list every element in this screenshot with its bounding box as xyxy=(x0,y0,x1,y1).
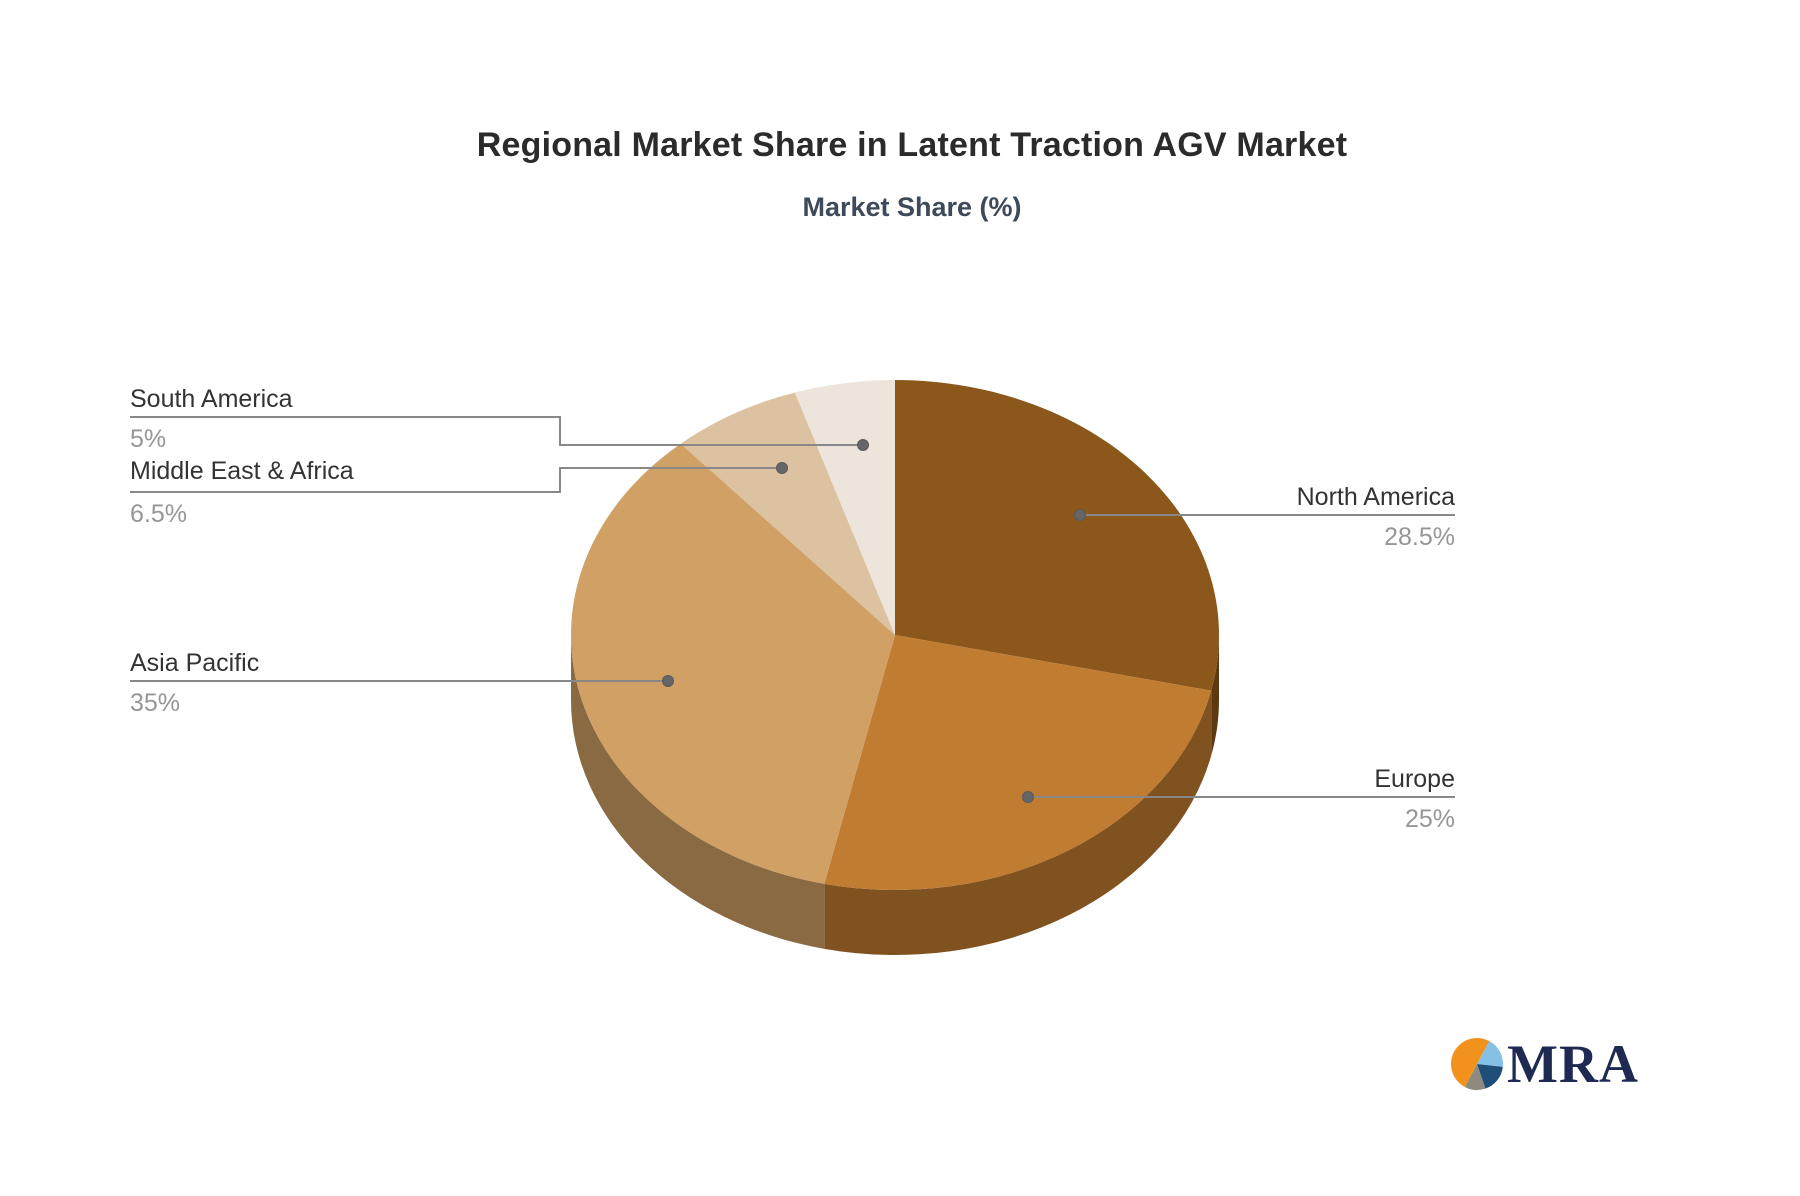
pie-slice-asia-pacific[interactable] xyxy=(571,443,895,884)
mra-logo-text: MRA xyxy=(1507,1034,1639,1094)
slice-pct-north-america: 28.5% xyxy=(1384,523,1455,551)
slice-label-asia-pacific: Asia Pacific xyxy=(130,649,260,677)
logo-icon-slice-0 xyxy=(1477,1041,1503,1067)
slice-label-europe: Europe xyxy=(1374,765,1455,793)
connector-middle-east-africa xyxy=(130,467,782,493)
slice-pct-middle-east-africa: 6.5% xyxy=(130,500,187,528)
pie-slice-middle-east-africa[interactable] xyxy=(680,392,895,635)
logo-icon-slice-3 xyxy=(1451,1038,1490,1087)
pie-side-north-america xyxy=(1211,635,1219,756)
logo-icon-slice-1 xyxy=(1477,1064,1503,1089)
chart-title: Regional Market Share in Latent Traction… xyxy=(476,126,1348,164)
pie-side-asia-pacific xyxy=(571,635,825,949)
connector-dot-asia-pacific xyxy=(662,675,674,687)
connector-south-america xyxy=(130,416,863,446)
chart-subtitle: Market Share (%) xyxy=(802,192,1022,222)
connector-dot-europe xyxy=(1022,791,1034,803)
slice-label-middle-east-africa: Middle East & Africa xyxy=(130,457,354,485)
slice-pct-south-america: 5% xyxy=(130,425,167,453)
pie-slice-south-america[interactable] xyxy=(794,380,895,635)
pie-slice-north-america[interactable] xyxy=(895,380,1219,691)
pie-slice-europe[interactable] xyxy=(824,635,1212,891)
connector-dot-south-america xyxy=(857,439,869,451)
mra-logo: MRA xyxy=(1450,1036,1639,1092)
slice-label-south-america: South America xyxy=(130,385,293,413)
connector-dot-north-america xyxy=(1074,509,1086,521)
slice-pct-europe: 25% xyxy=(1404,805,1455,833)
pie-side-europe xyxy=(824,690,1212,955)
slice-pct-asia-pacific: 35% xyxy=(130,689,181,717)
logo-icon-slice-2 xyxy=(1464,1064,1486,1090)
slice-label-north-america: North America xyxy=(1296,483,1455,511)
mra-pie-logo-icon xyxy=(1451,1038,1503,1090)
connector-dot-middle-east-africa xyxy=(776,462,788,474)
